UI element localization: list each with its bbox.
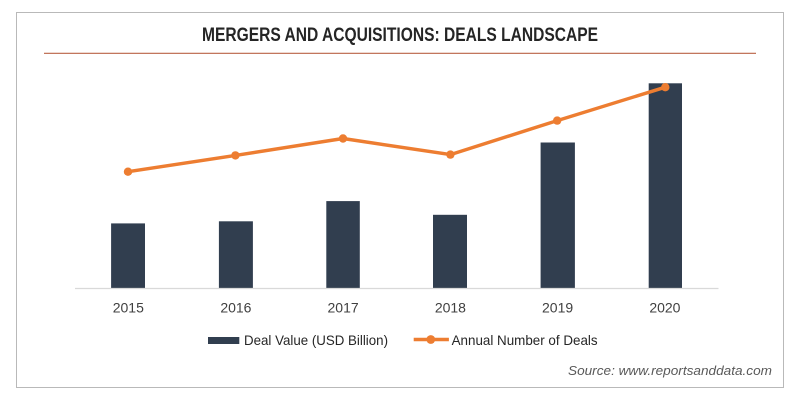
svg-text:2019: 2019 [542, 300, 573, 316]
svg-text:Source: www.reportsanddata.com: Source: www.reportsanddata.com [568, 363, 772, 378]
svg-text:Deal Value (USD Billion): Deal Value (USD Billion) [244, 332, 388, 348]
svg-text:MERGERS AND ACQUISITIONS: DEAL: MERGERS AND ACQUISITIONS: DEALS LANDSCAP… [202, 25, 598, 46]
svg-text:2017: 2017 [328, 300, 359, 316]
svg-text:Annual Number of Deals: Annual Number of Deals [452, 332, 598, 348]
svg-text:2015: 2015 [113, 300, 144, 316]
svg-text:2016: 2016 [220, 300, 251, 316]
svg-text:2018: 2018 [435, 300, 466, 316]
svg-text:2020: 2020 [649, 300, 680, 316]
